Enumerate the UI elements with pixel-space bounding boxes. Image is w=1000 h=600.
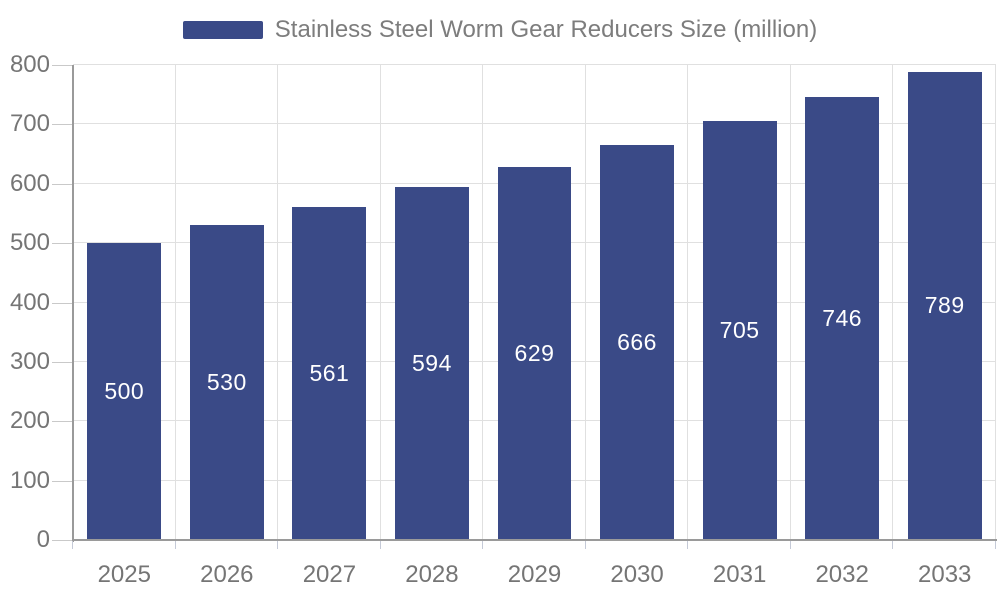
x-axis-label: 2025 — [97, 561, 151, 588]
bar-value-label: 705 — [719, 317, 760, 344]
x-tick — [789, 541, 791, 549]
bar[interactable]: 594 — [395, 187, 469, 540]
x-axis-line — [72, 539, 997, 541]
bar-value-label: 746 — [822, 305, 863, 332]
y-tick — [52, 361, 72, 363]
bar[interactable]: 789 — [907, 71, 982, 540]
bar-value-label: 666 — [617, 328, 657, 355]
legend-swatch-icon — [182, 21, 263, 39]
y-axis-label: 100 — [9, 466, 50, 494]
x-axis-label: 2027 — [302, 561, 357, 588]
x-tick — [482, 541, 484, 549]
gridline-vertical — [892, 65, 894, 540]
bar-value-label: 629 — [514, 339, 555, 366]
gridline-vertical — [687, 65, 689, 540]
gridline-horizontal — [73, 123, 996, 125]
chart-legend[interactable]: Stainless Steel Worm Gear Reducers Size … — [0, 15, 1000, 45]
x-axis-label: 2028 — [405, 561, 459, 588]
y-axis-label: 600 — [9, 169, 50, 197]
bar[interactable]: 500 — [87, 243, 162, 540]
gridline-vertical — [277, 65, 279, 540]
y-axis-label: 300 — [9, 347, 50, 375]
bar-value-label: 500 — [104, 378, 145, 405]
y-axis-label: 700 — [9, 110, 50, 138]
x-tick — [892, 541, 894, 549]
y-tick — [52, 480, 72, 482]
x-tick — [687, 541, 689, 549]
legend-label: Stainless Steel Worm Gear Reducers Size … — [274, 16, 818, 43]
bar-value-label: 530 — [206, 369, 247, 396]
bar[interactable]: 705 — [702, 121, 777, 540]
bar-value-label: 594 — [411, 350, 452, 377]
bar[interactable]: 530 — [189, 225, 264, 540]
y-axis-label: 200 — [9, 407, 50, 435]
gridline-horizontal — [73, 64, 996, 65]
x-tick — [174, 541, 176, 549]
gridline-vertical — [482, 65, 484, 540]
y-tick — [52, 65, 72, 66]
plot-area: 500 530 561 594 629 666 705 746 789 — [73, 64, 996, 540]
y-tick — [52, 302, 72, 304]
x-tick — [72, 541, 73, 549]
gridline-vertical — [789, 65, 791, 540]
gridline-vertical — [379, 65, 381, 540]
x-axis-label: 2032 — [815, 561, 869, 588]
y-tick — [52, 421, 72, 423]
bar-value-label: 561 — [309, 359, 350, 386]
y-tick — [52, 540, 72, 541]
bar[interactable]: 666 — [600, 144, 674, 540]
y-axis-label: 500 — [9, 229, 50, 257]
bar[interactable]: 746 — [805, 97, 880, 540]
y-tick — [52, 243, 72, 245]
y-tick — [52, 183, 72, 185]
x-tick — [584, 541, 586, 549]
x-axis-label: 2029 — [507, 561, 562, 588]
x-axis-label: 2030 — [610, 561, 664, 588]
x-tick — [995, 541, 996, 549]
gridline-vertical — [584, 65, 586, 540]
x-tick — [379, 541, 381, 549]
x-axis-label: 2033 — [918, 561, 972, 588]
x-axis-label: 2026 — [200, 561, 254, 588]
gridline-vertical — [174, 65, 176, 540]
y-tick — [52, 124, 72, 126]
bar[interactable]: 561 — [292, 206, 367, 540]
y-axis-label: 400 — [9, 288, 50, 316]
y-axis-line — [72, 65, 74, 542]
bar-value-label: 789 — [924, 292, 965, 319]
x-tick — [277, 541, 279, 549]
y-axis-label: 800 — [9, 51, 50, 78]
y-axis-label: 0 — [36, 526, 50, 553]
bar[interactable]: 629 — [497, 166, 572, 540]
x-axis-label: 2031 — [712, 561, 767, 588]
gridline-vertical — [995, 65, 996, 540]
